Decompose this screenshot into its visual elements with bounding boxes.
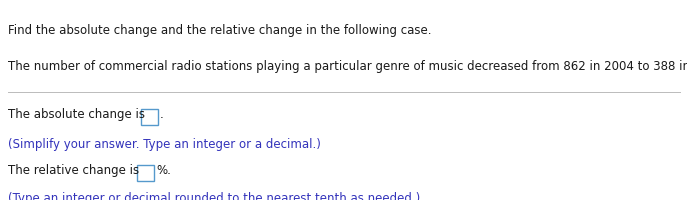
- Bar: [137, 165, 154, 181]
- Text: Find the absolute change and the relative change in the following case.: Find the absolute change and the relativ…: [8, 24, 431, 37]
- Text: .: .: [160, 108, 164, 121]
- Text: %.: %.: [156, 164, 171, 177]
- Text: The relative change is: The relative change is: [8, 164, 143, 177]
- Bar: [141, 109, 158, 125]
- Text: The number of commercial radio stations playing a particular genre of music decr: The number of commercial radio stations …: [8, 60, 687, 73]
- Text: (Type an integer or decimal rounded to the nearest tenth as needed.): (Type an integer or decimal rounded to t…: [8, 192, 420, 200]
- Text: (Simplify your answer. Type an integer or a decimal.): (Simplify your answer. Type an integer o…: [8, 138, 321, 151]
- Text: The absolute change is: The absolute change is: [8, 108, 149, 121]
